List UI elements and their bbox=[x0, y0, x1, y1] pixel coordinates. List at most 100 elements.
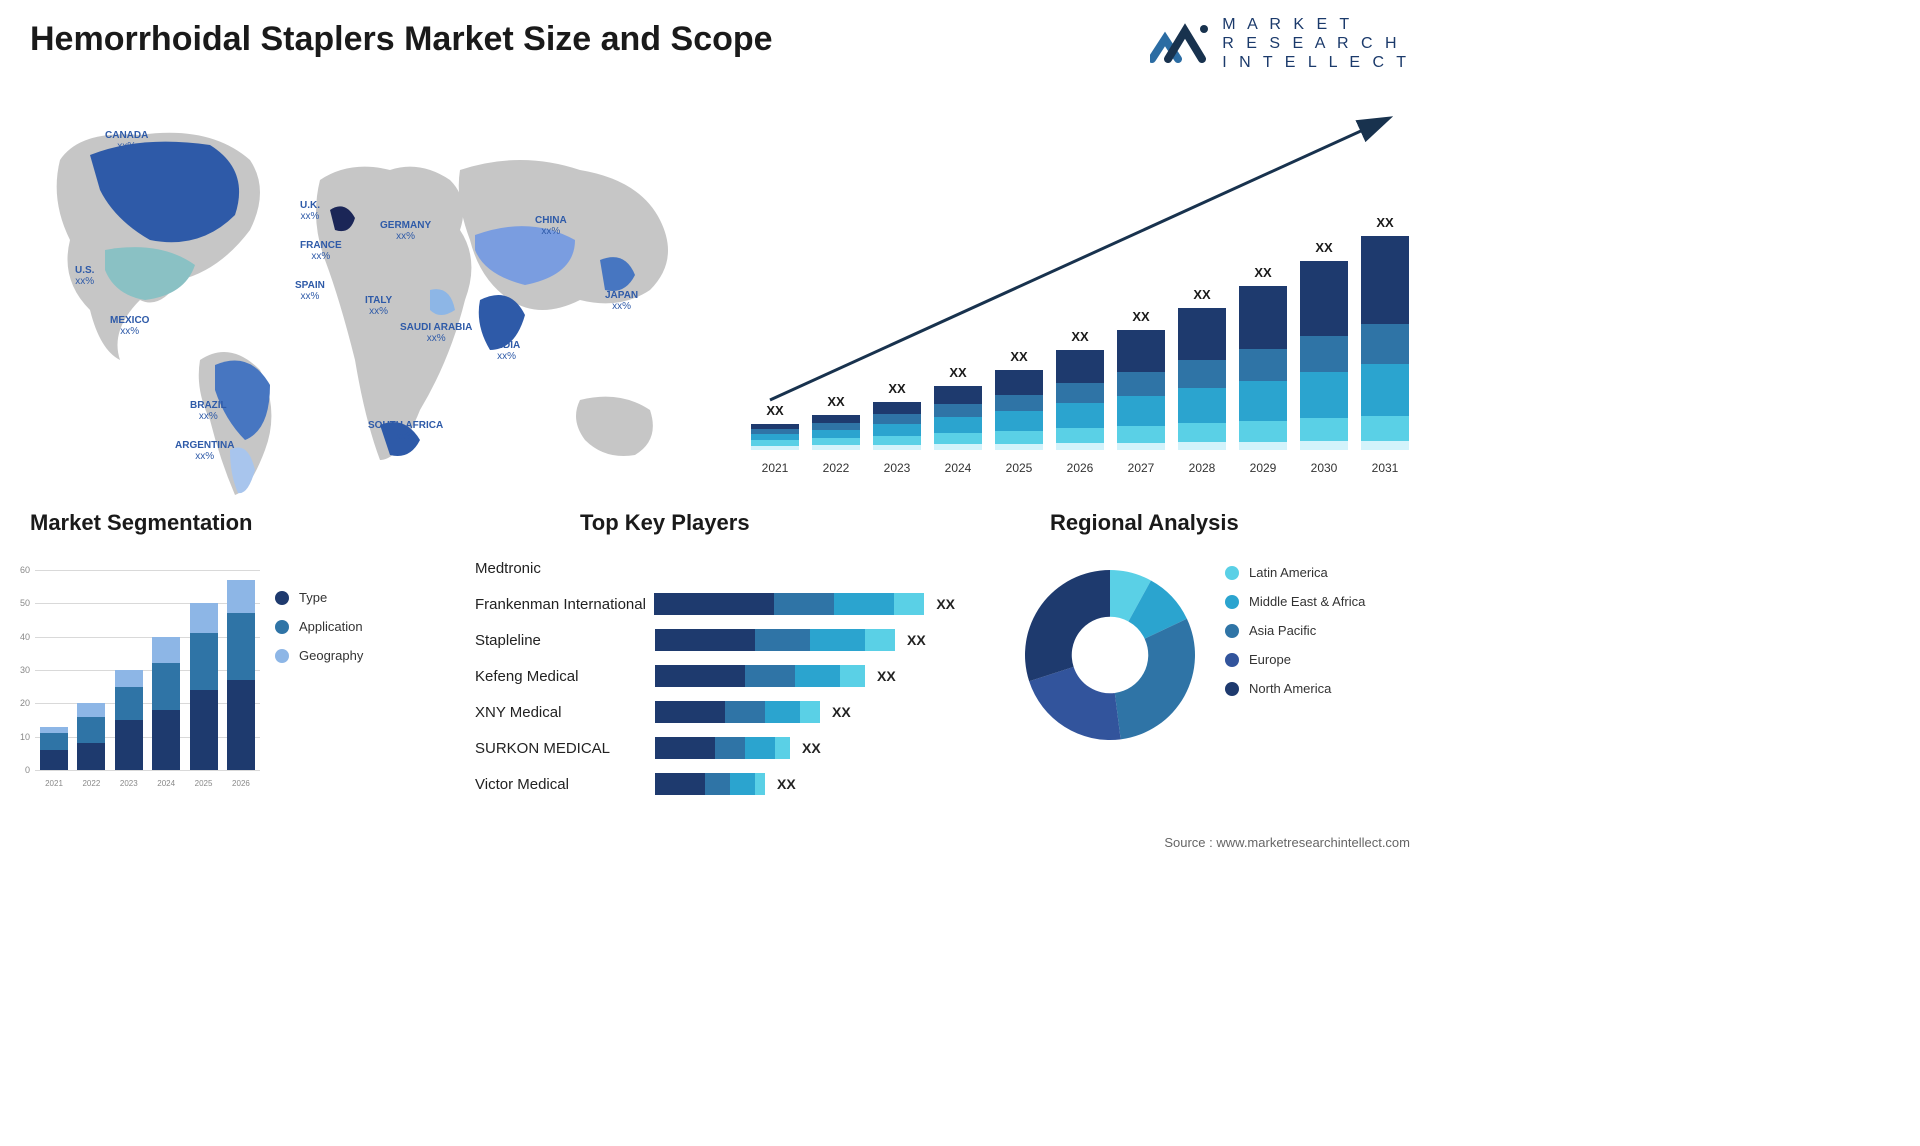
x-axis-year: 2031 bbox=[1360, 461, 1410, 475]
players-heading: Top Key Players bbox=[580, 510, 750, 536]
legend-item: Europe bbox=[1225, 652, 1365, 667]
segmentation-heading: Market Segmentation bbox=[30, 510, 253, 536]
legend-label: Middle East & Africa bbox=[1249, 594, 1365, 609]
map-country-label: CANADAxx% bbox=[105, 130, 148, 152]
x-axis-year: 2026 bbox=[227, 779, 255, 788]
forecast-bar: XX bbox=[1299, 240, 1349, 450]
map-country-label: JAPANxx% bbox=[605, 290, 638, 312]
bar-value-label: XX bbox=[766, 403, 783, 418]
legend-swatch bbox=[1225, 653, 1239, 667]
world-map-svg bbox=[20, 100, 700, 500]
forecast-bar: XX bbox=[994, 349, 1044, 450]
map-country-label: INDIAxx% bbox=[493, 340, 520, 362]
legend-item: Middle East & Africa bbox=[1225, 594, 1365, 609]
y-axis-tick: 0 bbox=[10, 765, 30, 775]
legend-swatch bbox=[275, 620, 289, 634]
x-axis-year: 2024 bbox=[152, 779, 180, 788]
y-axis-tick: 60 bbox=[10, 565, 30, 575]
y-axis-tick: 10 bbox=[10, 732, 30, 742]
legend-swatch bbox=[275, 649, 289, 663]
legend-label: Application bbox=[299, 619, 363, 634]
x-axis-year: 2025 bbox=[994, 461, 1044, 475]
map-country-label: FRANCExx% bbox=[300, 240, 342, 262]
player-name: XNY Medical bbox=[475, 704, 655, 721]
map-country-label: U.K.xx% bbox=[300, 200, 320, 222]
x-axis-year: 2021 bbox=[750, 461, 800, 475]
bar-value-label: XX bbox=[1132, 309, 1149, 324]
key-players-chart: MedtronicFrankenman InternationalXXStapl… bbox=[475, 555, 955, 807]
legend-item: Asia Pacific bbox=[1225, 623, 1365, 638]
map-country-label: BRAZILxx% bbox=[190, 400, 227, 422]
legend-item: Geography bbox=[275, 648, 363, 663]
legend-label: Asia Pacific bbox=[1249, 623, 1316, 638]
world-map: CANADAxx% U.S.xx% MEXICOxx% BRAZILxx% ARGENT… bbox=[20, 100, 700, 500]
forecast-bar: XX bbox=[811, 394, 861, 450]
regional-donut bbox=[1010, 555, 1210, 755]
bar-value-label: XX bbox=[1315, 240, 1332, 255]
forecast-bar: XX bbox=[1238, 265, 1288, 450]
player-name: Medtronic bbox=[475, 560, 655, 577]
map-country-label: ITALYxx% bbox=[365, 295, 392, 317]
regional-legend: Latin America Middle East & Africa Asia Pa… bbox=[1225, 565, 1365, 710]
map-country-label: SAUDI ARABIAxx% bbox=[400, 322, 472, 344]
x-axis-year: 2026 bbox=[1055, 461, 1105, 475]
legend-item: Application bbox=[275, 619, 363, 634]
player-value: XX bbox=[802, 740, 821, 756]
legend-label: Geography bbox=[299, 648, 363, 663]
legend-label: Latin America bbox=[1249, 565, 1328, 580]
donut-slice bbox=[1115, 619, 1195, 740]
player-row: Medtronic bbox=[475, 555, 955, 581]
x-axis-year: 2030 bbox=[1299, 461, 1349, 475]
map-country-label: CHINAxx% bbox=[535, 215, 567, 237]
segmentation-bar bbox=[115, 670, 143, 770]
source-attribution: Source : www.marketresearchintellect.com bbox=[1164, 835, 1410, 850]
x-axis-year: 2028 bbox=[1177, 461, 1227, 475]
player-row: SURKON MEDICAL XX bbox=[475, 735, 955, 761]
logo-icon bbox=[1150, 19, 1210, 69]
player-name: Frankenman International bbox=[475, 596, 654, 613]
bar-value-label: XX bbox=[1010, 349, 1027, 364]
forecast-bar: XX bbox=[933, 365, 983, 450]
map-country-label: U.S.xx% bbox=[75, 265, 94, 287]
map-country-label: MEXICOxx% bbox=[110, 315, 149, 337]
x-axis-year: 2021 bbox=[40, 779, 68, 788]
bar-value-label: XX bbox=[1193, 287, 1210, 302]
segmentation-legend: Type Application Geography bbox=[275, 590, 363, 677]
forecast-bar: XX bbox=[750, 403, 800, 450]
brand-logo: M A R K E T R E S E A R C H I N T E L L … bbox=[1150, 15, 1410, 73]
y-axis-tick: 30 bbox=[10, 665, 30, 675]
forecast-bar: XX bbox=[1360, 215, 1410, 450]
page-title: Hemorrhoidal Staplers Market Size and Sc… bbox=[30, 20, 773, 59]
x-axis-year: 2022 bbox=[77, 779, 105, 788]
legend-item: North America bbox=[1225, 681, 1365, 696]
x-axis-year: 2025 bbox=[190, 779, 218, 788]
player-value: XX bbox=[832, 704, 851, 720]
y-axis-tick: 20 bbox=[10, 698, 30, 708]
x-axis-year: 2024 bbox=[933, 461, 983, 475]
segmentation-bar bbox=[152, 637, 180, 770]
legend-label: Europe bbox=[1249, 652, 1291, 667]
logo-line2: R E S E A R C H bbox=[1222, 34, 1410, 53]
bar-value-label: XX bbox=[1071, 329, 1088, 344]
logo-line1: M A R K E T bbox=[1222, 15, 1410, 34]
donut-slice bbox=[1025, 570, 1110, 681]
segmentation-bar bbox=[40, 727, 68, 770]
legend-item: Type bbox=[275, 590, 363, 605]
player-row: Kefeng MedicalXX bbox=[475, 663, 955, 689]
player-name: Stapleline bbox=[475, 632, 655, 649]
y-axis-tick: 40 bbox=[10, 632, 30, 642]
map-country-label: GERMANYxx% bbox=[380, 220, 431, 242]
logo-line3: I N T E L L E C T bbox=[1222, 53, 1410, 72]
player-row: Frankenman InternationalXX bbox=[475, 591, 955, 617]
legend-label: North America bbox=[1249, 681, 1331, 696]
forecast-bar: XX bbox=[1116, 309, 1166, 450]
player-name: SURKON MEDICAL bbox=[475, 740, 655, 757]
legend-swatch bbox=[1225, 624, 1239, 638]
map-country-label: ARGENTINAxx% bbox=[175, 440, 234, 462]
donut-slice bbox=[1029, 667, 1120, 740]
player-row: StaplelineXX bbox=[475, 627, 955, 653]
segmentation-chart: 0102030405060 202120222023202420252026 bbox=[10, 550, 260, 790]
segmentation-bar bbox=[77, 703, 105, 770]
legend-swatch bbox=[275, 591, 289, 605]
y-axis-tick: 50 bbox=[10, 598, 30, 608]
